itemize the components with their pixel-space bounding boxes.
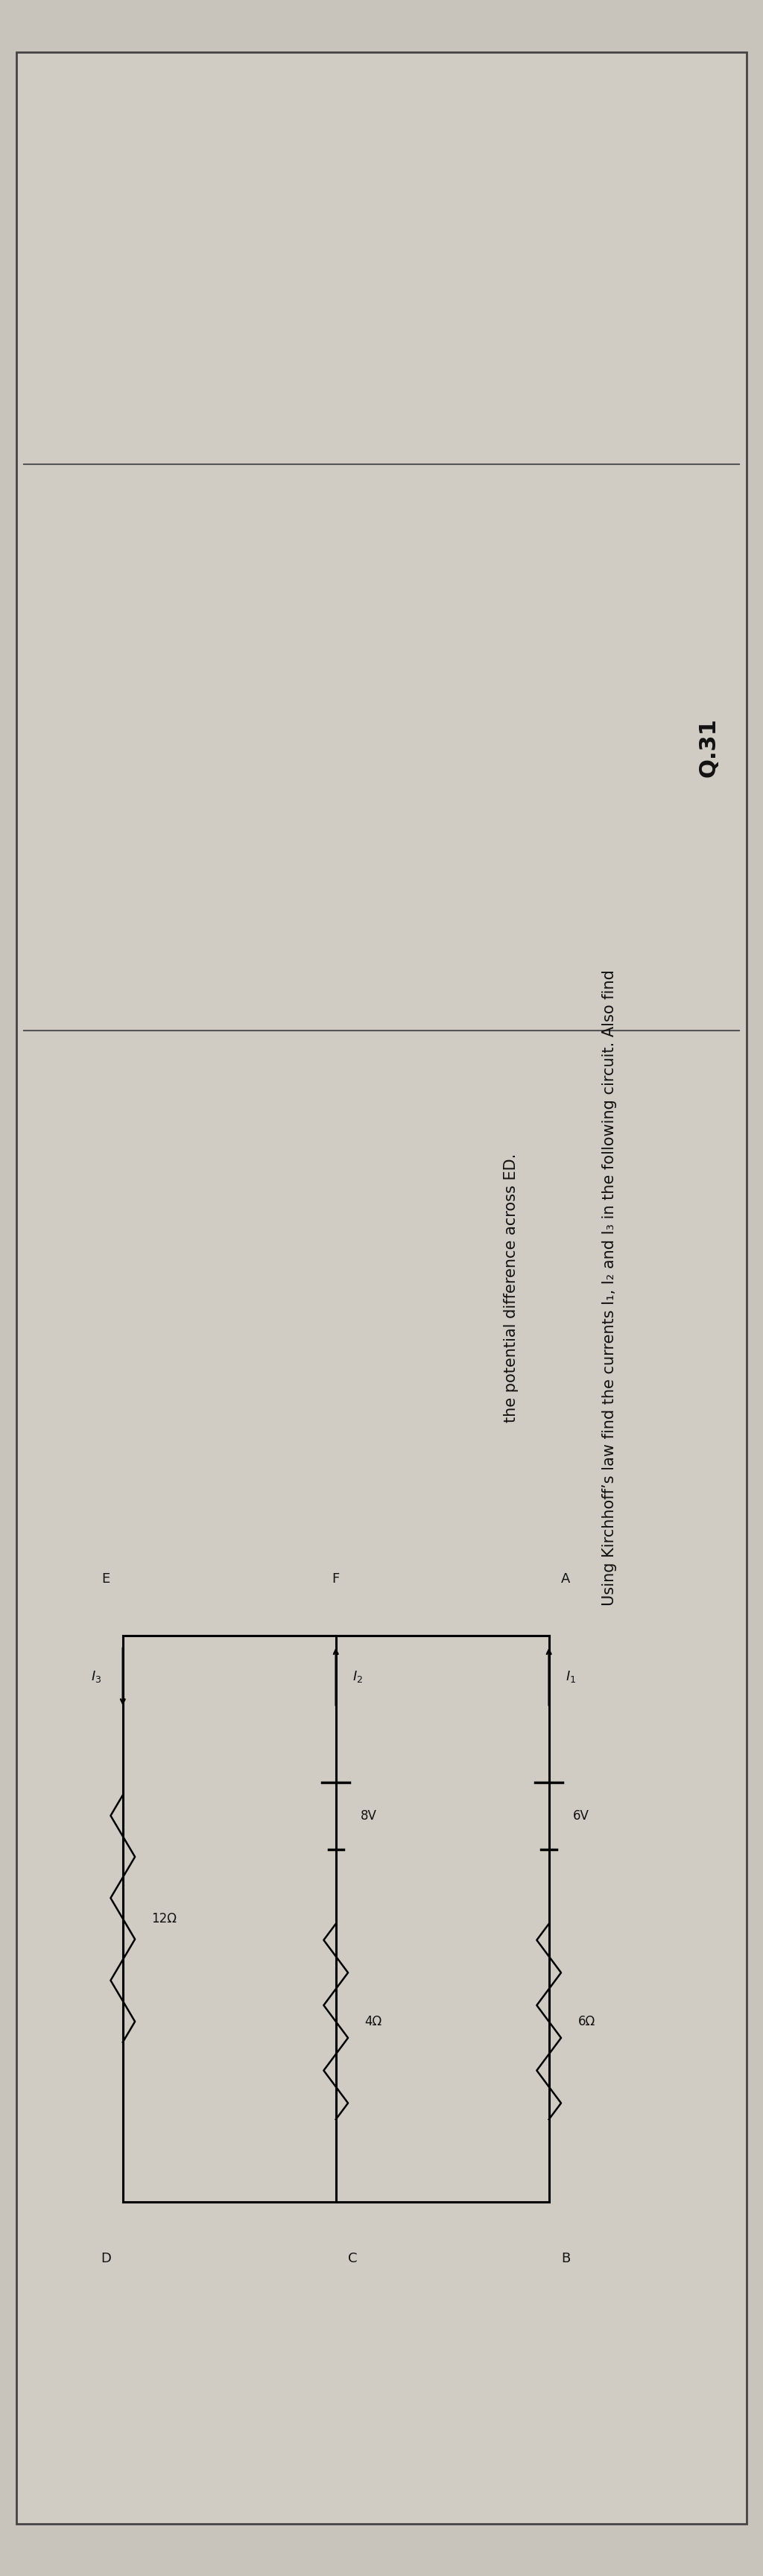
Text: 6V: 6V [573,1808,590,1821]
Text: D: D [101,2251,111,2264]
Text: B: B [561,2251,570,2264]
Text: 12Ω: 12Ω [152,1911,177,1924]
Text: Q.31: Q.31 [698,719,720,778]
Text: E: E [101,1571,110,1587]
Text: Using Kirchhoff’s law find the currents I₁, I₂ and I₃ in the following circuit. : Using Kirchhoff’s law find the currents … [602,971,617,1605]
FancyBboxPatch shape [16,52,747,2524]
Text: 8V: 8V [360,1808,376,1821]
Text: F: F [332,1571,340,1587]
Text: the potential difference across ED.: the potential difference across ED. [504,1154,518,1422]
Text: $I_1$: $I_1$ [565,1669,576,1685]
Text: 6Ω: 6Ω [578,2014,595,2027]
Text: $I_2$: $I_2$ [353,1669,363,1685]
Text: A: A [561,1571,570,1587]
Text: C: C [348,2251,357,2264]
Text: $I_3$: $I_3$ [91,1669,101,1685]
Text: 4Ω: 4Ω [365,2014,382,2027]
